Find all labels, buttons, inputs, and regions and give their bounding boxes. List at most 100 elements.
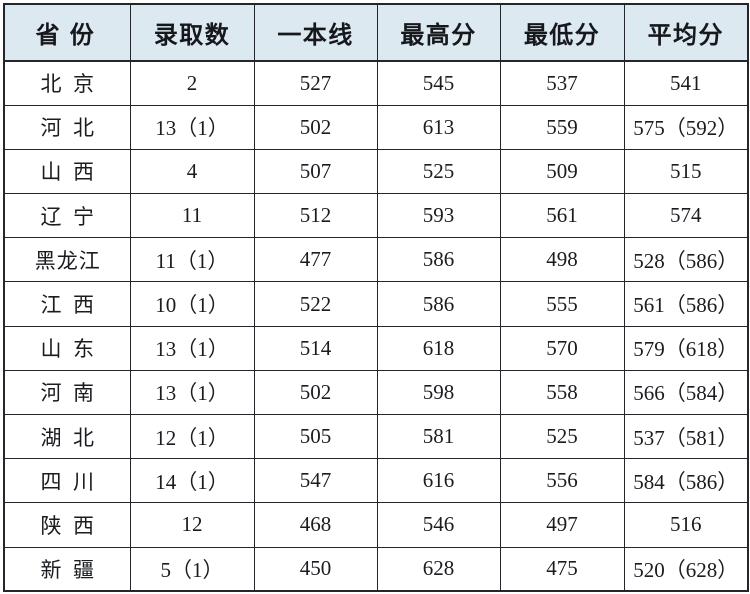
table-row: 湖北 12（1） 505 581 525 537（581） [3,413,749,460]
cell-average-score: 579（618） [623,325,749,371]
cell-province: 山东 [3,325,131,371]
cell-first-tier-line: 468 [253,502,378,548]
cell-first-tier-line: 514 [253,325,378,371]
cell-admitted-count: 14（1） [129,458,255,504]
cell-highest-score: 546 [376,502,501,548]
cell-highest-score: 586 [376,237,501,283]
province-name: 陕西 [40,513,106,538]
cell-first-tier-line: 477 [253,237,378,283]
cell-first-tier-line: 527 [253,60,378,106]
column-header-province-label: 省份 [35,22,104,49]
cell-admitted-count: 5（1） [129,546,255,592]
cell-admitted-count: 11 [129,193,255,239]
column-header-first-line: 一本线 [253,3,378,62]
cell-lowest-score: 558 [499,369,625,416]
cell-average-score: 574 [623,193,749,239]
table-row: 河南 13（1） 502 598 558 566（584） [3,369,749,416]
province-name: 河北 [40,116,106,141]
cell-first-tier-line: 502 [253,104,378,150]
cell-admitted-count: 12（1） [129,413,255,460]
header-row: 省份 录取数 一本线 最高分 最低分 平均分 [3,3,749,62]
cell-highest-score: 581 [376,413,501,460]
province-name: 江西 [40,293,106,318]
cell-first-tier-line: 522 [253,281,378,327]
table-row: 山西 4 507 525 509 515 [3,148,749,195]
cell-admitted-count: 10（1） [129,281,255,327]
cell-province: 陕西 [3,502,131,548]
province-name: 河南 [40,381,106,406]
cell-province: 河南 [3,369,131,416]
column-header-highest: 最高分 [376,3,501,62]
admission-scores-table: 省份 录取数 一本线 最高分 最低分 平均分 北京 2 527 545 537 541 河北… [3,3,749,593]
cell-average-score: 520（628） [623,546,749,592]
cell-lowest-score: 561 [499,193,625,239]
table-body: 北京 2 527 545 537 541 河北 13（1） 502 613 559 575（592）山… [3,60,749,592]
cell-highest-score: 525 [376,148,501,195]
cell-lowest-score: 570 [499,325,625,371]
table-row: 江西 10（1） 522 586 555 561（586） [3,281,749,327]
table-row: 新疆 5（1） 450 628 475 520（628） [3,546,749,592]
cell-province: 黑龙江 [3,237,131,283]
cell-province: 新疆 [3,546,131,592]
column-header-province: 省份 [3,3,131,62]
cell-admitted-count: 13（1） [129,369,255,416]
cell-average-score: 575（592） [623,104,749,150]
table-row: 山东 13（1） 514 618 570 579（618） [3,325,749,371]
cell-average-score: 541 [623,60,749,106]
cell-lowest-score: 556 [499,458,625,504]
cell-highest-score: 598 [376,369,501,416]
cell-province: 河北 [3,104,131,150]
table-header: 省份 录取数 一本线 最高分 最低分 平均分 [3,3,749,62]
cell-average-score: 537（581） [623,413,749,460]
cell-province: 山西 [3,148,131,195]
cell-province: 江西 [3,281,131,327]
table-row: 陕西 12 468 546 497 516 [3,502,749,548]
cell-lowest-score: 555 [499,281,625,327]
cell-highest-score: 545 [376,60,501,106]
cell-highest-score: 628 [376,546,501,592]
cell-lowest-score: 537 [499,60,625,106]
table-row: 河北 13（1） 502 613 559 575（592） [3,104,749,150]
cell-admitted-count: 2 [129,60,255,106]
cell-highest-score: 593 [376,193,501,239]
table-row: 黑龙江 11（1） 477 586 498 528（586） [3,237,749,283]
column-header-admitted: 录取数 [129,3,255,62]
cell-average-score: 515 [623,148,749,195]
cell-admitted-count: 13（1） [129,104,255,150]
cell-average-score: 561（586） [623,281,749,327]
province-name: 湖北 [40,425,106,450]
cell-lowest-score: 497 [499,502,625,548]
cell-admitted-count: 11（1） [129,237,255,283]
table-row: 北京 2 527 545 537 541 [3,60,749,106]
cell-first-tier-line: 502 [253,369,378,416]
cell-province: 辽宁 [3,193,131,239]
cell-first-tier-line: 512 [253,193,378,239]
province-name: 北京 [40,72,106,97]
cell-lowest-score: 525 [499,413,625,460]
table-row: 辽宁 11 512 593 561 574 [3,193,749,239]
cell-highest-score: 613 [376,104,501,150]
column-header-average: 平均分 [623,3,749,62]
cell-admitted-count: 13（1） [129,325,255,371]
province-name: 黑龙江 [34,248,101,273]
table-row: 四川 14（1） 547 616 556 584（586） [3,458,749,504]
cell-first-tier-line: 505 [253,413,378,460]
cell-first-tier-line: 547 [253,458,378,504]
cell-average-score: 566（584） [623,369,749,416]
cell-highest-score: 618 [376,325,501,371]
province-name: 山东 [40,337,106,362]
cell-province: 湖北 [3,413,131,460]
province-name: 四川 [40,469,106,494]
cell-lowest-score: 475 [499,546,625,592]
cell-lowest-score: 509 [499,148,625,195]
cell-admitted-count: 4 [129,148,255,195]
cell-lowest-score: 498 [499,237,625,283]
cell-average-score: 516 [623,502,749,548]
cell-admitted-count: 12 [129,502,255,548]
cell-first-tier-line: 450 [253,546,378,592]
column-header-lowest: 最低分 [499,3,625,62]
province-name: 山西 [40,160,106,185]
cell-average-score: 528（586） [623,237,749,283]
cell-first-tier-line: 507 [253,148,378,195]
province-name: 新疆 [40,557,106,582]
